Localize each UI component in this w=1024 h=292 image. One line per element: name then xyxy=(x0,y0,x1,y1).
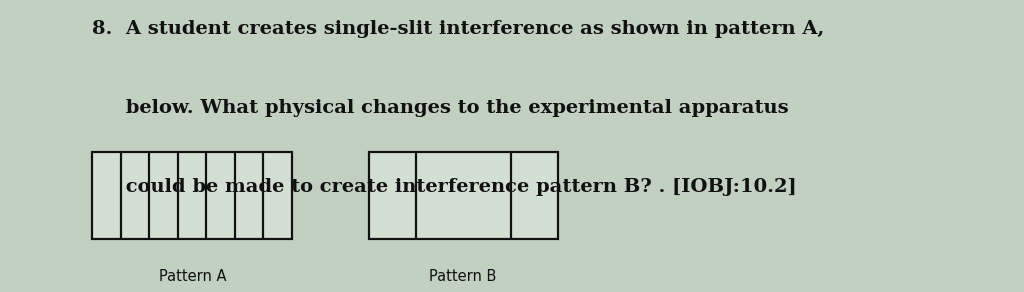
Text: Pattern B: Pattern B xyxy=(429,269,497,284)
Text: Pattern A: Pattern A xyxy=(159,269,226,284)
Text: could be made to create interference pattern B? . [IOBJ:10.2]: could be made to create interference pat… xyxy=(92,178,797,196)
Text: 8.  A student creates single-slit interference as shown in pattern A,: 8. A student creates single-slit interfe… xyxy=(92,20,824,39)
Bar xyxy=(369,152,558,239)
Text: below. What physical changes to the experimental apparatus: below. What physical changes to the expe… xyxy=(92,99,788,117)
Bar xyxy=(92,152,292,239)
